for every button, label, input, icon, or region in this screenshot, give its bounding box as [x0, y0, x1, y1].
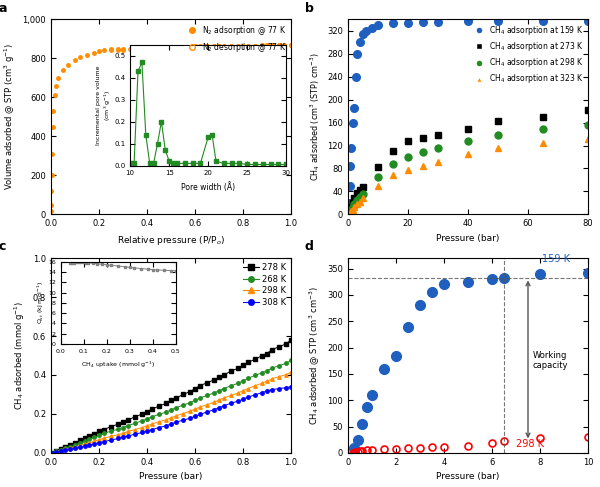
Text: b: b — [305, 1, 314, 15]
Text: d: d — [305, 240, 314, 253]
Text: 298 K: 298 K — [516, 439, 544, 449]
Text: Working
capacity: Working capacity — [533, 351, 568, 371]
Y-axis label: CH$_4$ adsorbed (cm$^3$ (STP) cm$^{-3}$): CH$_4$ adsorbed (cm$^3$ (STP) cm$^{-3}$) — [308, 53, 322, 181]
X-axis label: Pressure (bar): Pressure (bar) — [139, 472, 203, 481]
X-axis label: Relative pressure (P/P$_o$): Relative pressure (P/P$_o$) — [117, 234, 225, 247]
Text: 159 K: 159 K — [542, 254, 571, 264]
X-axis label: Pressure (bar): Pressure (bar) — [436, 234, 500, 243]
Legend: 278 K, 268 K, 298 K, 308 K: 278 K, 268 K, 298 K, 308 K — [242, 262, 287, 307]
Y-axis label: CH$_4$ adsorbed (mmol g$^{-1}$): CH$_4$ adsorbed (mmol g$^{-1}$) — [13, 301, 28, 410]
Legend: N$_2$ adsorption @ 77 K, N$_2$ desorption @ 77 K: N$_2$ adsorption @ 77 K, N$_2$ desorptio… — [184, 23, 287, 55]
Text: c: c — [0, 240, 5, 253]
X-axis label: Pressure (bar): Pressure (bar) — [436, 472, 500, 481]
Y-axis label: CH$_4$ adsorbed @ STP (cm$^3$ cm$^{-3}$): CH$_4$ adsorbed @ STP (cm$^3$ cm$^{-3}$) — [308, 286, 322, 425]
Y-axis label: Volume adsorbed @ STP (cm$^3$ g$^{-1}$): Volume adsorbed @ STP (cm$^3$ g$^{-1}$) — [2, 43, 17, 190]
Text: a: a — [0, 1, 7, 15]
Legend: CH$_4$ adsorption at 159 K, CH$_4$ adsorption at 273 K, CH$_4$ adsorption at 298: CH$_4$ adsorption at 159 K, CH$_4$ adsor… — [470, 23, 584, 86]
